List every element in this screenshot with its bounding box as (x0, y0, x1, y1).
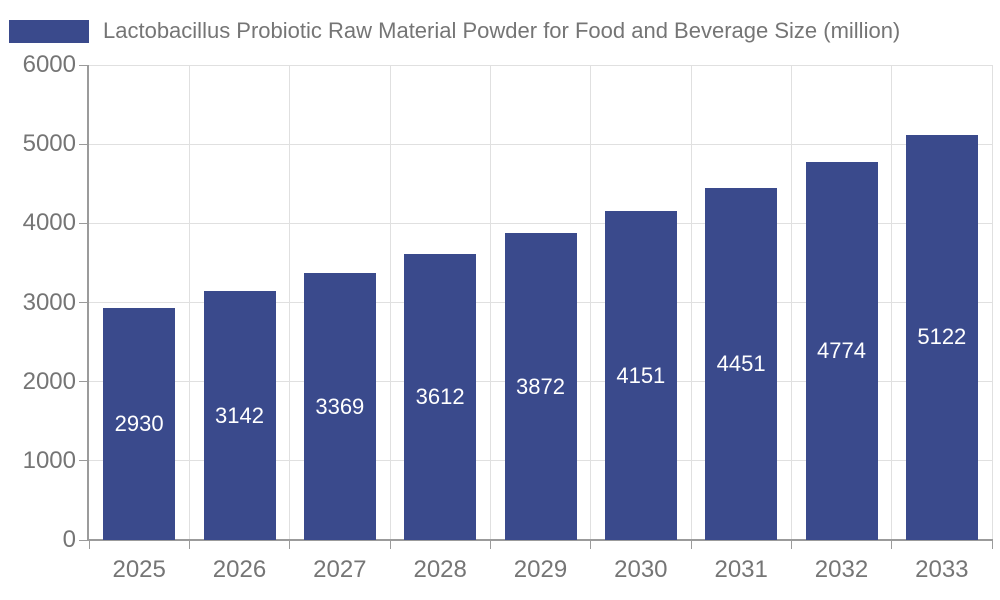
x-gridline (891, 65, 893, 540)
x-axis-tick (891, 540, 893, 549)
bar-value-label: 3369 (315, 393, 365, 419)
y-axis-tick (79, 460, 89, 462)
x-axis-tick (790, 540, 792, 549)
x-gridline (590, 65, 592, 540)
x-axis-tick-label: 2030 (614, 556, 668, 583)
bar[interactable] (504, 233, 577, 540)
y-axis-line (87, 65, 89, 540)
y-axis-tick (79, 302, 89, 303)
legend-label: Lactobacillus Probiotic Raw Material Pow… (103, 18, 901, 43)
bar-value-label: 3142 (215, 402, 264, 428)
bar[interactable] (604, 211, 677, 540)
x-axis-tick-label: 2027 (313, 556, 367, 583)
x-axis-tick-label: 2033 (915, 556, 969, 583)
bar[interactable] (404, 254, 477, 540)
x-gridline (991, 65, 993, 540)
y-axis-tick-label: 0 (62, 526, 76, 553)
x-axis-tick (590, 540, 592, 549)
x-axis-tick (389, 540, 391, 549)
x-gridline (289, 65, 291, 540)
bar-value-label: 5122 (917, 324, 967, 350)
bar[interactable] (705, 187, 778, 540)
y-axis-tick (79, 222, 89, 224)
y-axis-tick-label: 1000 (22, 446, 76, 474)
bar-value-label: 3612 (415, 384, 465, 410)
x-gridline (690, 65, 692, 540)
x-axis-tick (88, 540, 90, 549)
y-axis-tick-label: 6000 (22, 51, 76, 78)
x-axis-tick (289, 540, 291, 549)
y-axis-tick (79, 539, 89, 541)
bar-value-label: 4151 (616, 362, 666, 388)
bar-value-label: 4451 (716, 350, 766, 376)
x-gridline (790, 65, 792, 540)
x-gridline (489, 65, 491, 540)
bar-value-label: 4774 (817, 338, 866, 364)
legend-item[interactable]: Lactobacillus Probiotic Raw Material Pow… (9, 17, 900, 45)
y-axis-tick (79, 64, 89, 66)
x-axis-tick-label: 2026 (212, 556, 267, 583)
x-gridline (188, 65, 190, 540)
x-axis-tick-label: 2032 (814, 556, 869, 583)
bar[interactable] (103, 308, 176, 540)
bar-value-label: 3872 (516, 373, 565, 399)
y-axis-tick-label: 2000 (22, 367, 76, 395)
y-axis-tick-label: 4000 (22, 209, 76, 237)
y-axis-tick-label: 3000 (22, 288, 76, 316)
y-axis-tick (79, 381, 89, 383)
x-axis-tick (489, 540, 491, 549)
y-gridline (89, 64, 992, 66)
x-gridline (389, 65, 391, 540)
y-axis-tick (79, 143, 89, 145)
bar[interactable] (805, 162, 878, 540)
x-axis-tick-label: 2025 (112, 556, 166, 583)
x-axis-tick-label: 2028 (413, 556, 467, 583)
x-axis-tick-label: 2031 (714, 556, 768, 583)
x-axis-tick (690, 540, 692, 549)
x-axis-tick-label: 2029 (513, 556, 568, 583)
legend-swatch (9, 19, 89, 43)
y-gridline (89, 143, 992, 145)
bar[interactable] (203, 291, 276, 540)
bar[interactable] (905, 134, 978, 540)
bar-value-label: 2930 (114, 411, 164, 437)
x-axis-tick (991, 540, 993, 549)
y-axis-tick-label: 5000 (22, 130, 76, 158)
x-axis-tick (188, 540, 190, 549)
x-axis-line (87, 539, 993, 541)
y-gridline (89, 222, 992, 224)
bar[interactable] (303, 273, 376, 540)
